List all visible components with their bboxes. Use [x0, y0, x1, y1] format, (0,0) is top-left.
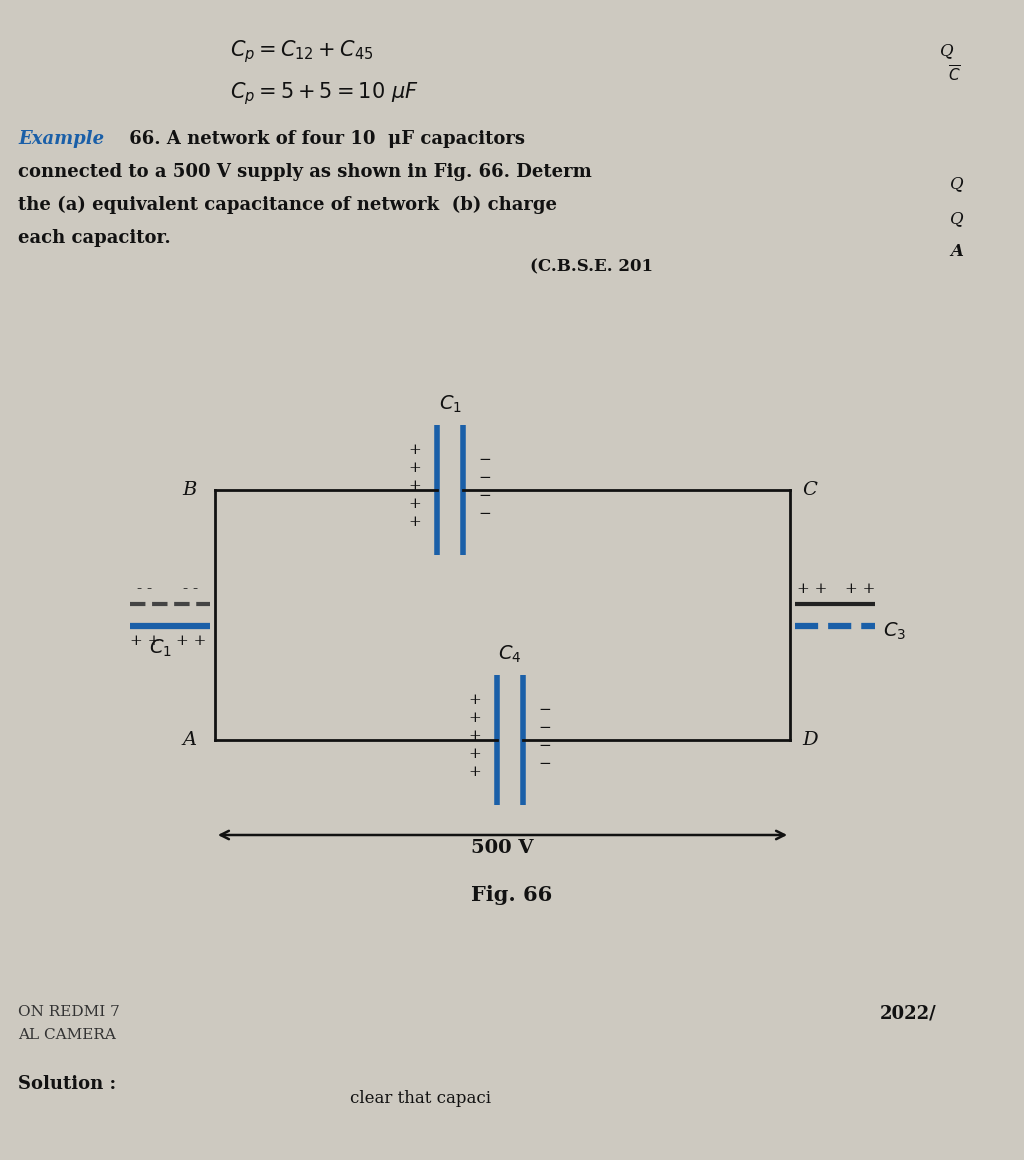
- Text: $C_1$: $C_1$: [438, 393, 462, 415]
- Text: C: C: [802, 481, 817, 499]
- Text: Q: Q: [950, 175, 964, 193]
- Text: Example: Example: [18, 130, 104, 148]
- Text: $C_3$: $C_3$: [883, 621, 906, 641]
- Text: D: D: [802, 731, 817, 749]
- Text: −: −: [539, 739, 551, 753]
- Text: + +: + +: [130, 635, 160, 648]
- Text: −: −: [539, 757, 551, 771]
- Text: each capacitor.: each capacitor.: [18, 229, 171, 247]
- Text: A: A: [950, 242, 963, 260]
- Text: Fig. 66: Fig. 66: [471, 885, 553, 905]
- Text: +: +: [469, 711, 481, 725]
- Text: 66. A network of four 10  μF capacitors: 66. A network of four 10 μF capacitors: [123, 130, 525, 148]
- Text: +: +: [409, 496, 421, 512]
- Text: $C_4$: $C_4$: [499, 644, 521, 665]
- Text: +: +: [469, 728, 481, 744]
- Text: +: +: [409, 461, 421, 474]
- Text: −: −: [478, 471, 492, 485]
- Text: 2022/: 2022/: [880, 1005, 937, 1023]
- Text: B: B: [182, 481, 197, 499]
- Text: +: +: [469, 693, 481, 706]
- Text: −: −: [539, 703, 551, 717]
- Text: +: +: [409, 443, 421, 457]
- Text: −: −: [478, 490, 492, 503]
- Text: Solution :: Solution :: [18, 1075, 116, 1093]
- Text: ON REDMI 7: ON REDMI 7: [18, 1005, 120, 1018]
- Text: +: +: [409, 479, 421, 493]
- Text: clear that capaci: clear that capaci: [350, 1090, 490, 1107]
- Text: Q: Q: [950, 210, 964, 227]
- Text: $\overline{C}$: $\overline{C}$: [948, 65, 961, 85]
- Text: the (a) equivalent capacitance of network  (b) charge: the (a) equivalent capacitance of networ…: [18, 196, 557, 215]
- Text: −: −: [478, 507, 492, 521]
- Text: +: +: [469, 747, 481, 761]
- Text: (C.B.S.E. 201: (C.B.S.E. 201: [530, 258, 653, 275]
- Text: connected to a 500 V supply as shown in Fig. 66. Determ: connected to a 500 V supply as shown in …: [18, 164, 592, 181]
- Text: −: −: [478, 454, 492, 467]
- Text: - -: - -: [183, 582, 199, 596]
- Text: $C_1$: $C_1$: [148, 638, 171, 659]
- Text: AL CAMERA: AL CAMERA: [18, 1028, 116, 1042]
- Text: +: +: [469, 764, 481, 780]
- Text: +: +: [409, 515, 421, 529]
- Text: −: −: [539, 722, 551, 735]
- Text: 500 V: 500 V: [471, 839, 534, 857]
- Text: Q: Q: [940, 42, 953, 59]
- Text: $C_p = C_{12} + C_{45}$: $C_p = C_{12} + C_{45}$: [230, 38, 374, 65]
- Text: + +: + +: [845, 582, 876, 596]
- Text: + +: + +: [176, 635, 206, 648]
- Text: + +: + +: [797, 582, 827, 596]
- Text: $C_p = 5 + 5 = 10\ \mu F$: $C_p = 5 + 5 = 10\ \mu F$: [230, 80, 419, 107]
- Text: A: A: [183, 731, 197, 749]
- Text: - -: - -: [137, 582, 153, 596]
